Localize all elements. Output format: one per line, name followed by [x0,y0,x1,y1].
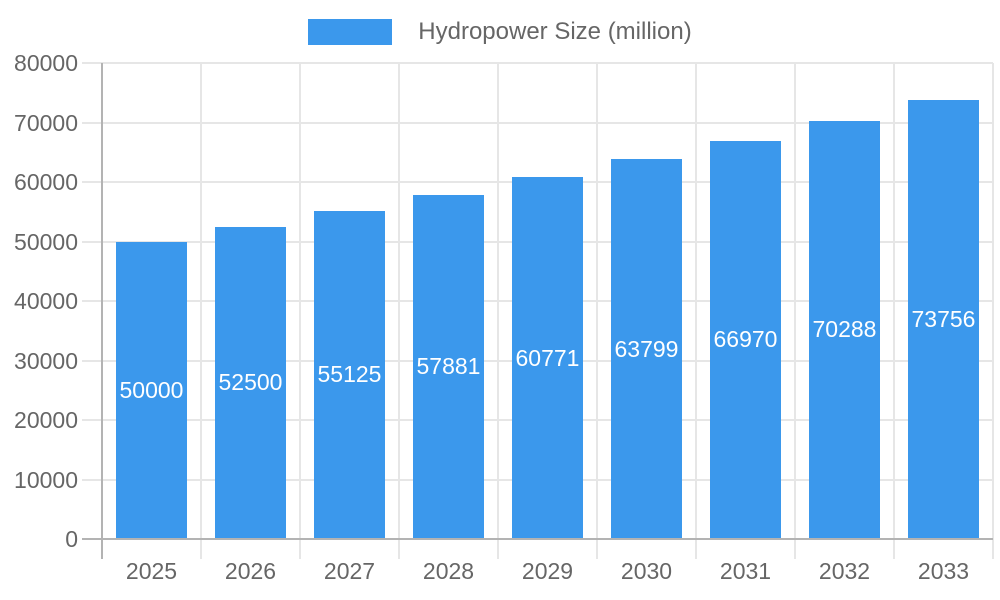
x-axis-label: 2025 [125,558,178,584]
y-axis-label: 70000 [14,109,78,136]
gridline-horizontal [102,121,993,124]
gridline-vertical [200,63,202,559]
y-axis-label: 30000 [14,347,78,374]
x-axis-label: 2032 [818,558,871,584]
x-axis-label: 2027 [323,558,376,584]
gridline-horizontal [102,62,993,64]
gridline-vertical [794,63,796,559]
bar-value-label: 60771 [515,344,580,371]
y-axis-tick [82,359,102,362]
gridline-vertical [992,63,994,559]
x-axis-label: 2026 [224,558,277,584]
y-axis-label: 10000 [14,466,78,493]
y-axis-tick [82,300,102,302]
bar-2028[interactable]: 57881 [413,194,484,539]
y-axis-label: 50000 [14,228,78,255]
x-axis-label: 2033 [917,558,970,584]
gridline-vertical [497,63,499,559]
bar-value-label: 70288 [812,316,877,343]
bar-2026[interactable]: 52500 [215,226,286,539]
bar-value-label: 73756 [911,306,976,333]
x-axis-baseline [82,538,993,540]
bar-value-label: 63799 [614,335,679,362]
chart-legend[interactable]: Hydropower Size (million) [0,16,1000,48]
y-axis-tick [82,419,102,421]
bar-value-label: 52500 [218,369,283,396]
y-axis-line [101,63,103,559]
y-axis-tick [82,181,102,183]
bar-value-label: 50000 [119,376,184,403]
x-axis-label: 2028 [422,558,475,584]
bar-2033[interactable]: 73756 [908,100,979,539]
bar-2032[interactable]: 70288 [809,120,880,539]
bar-2031[interactable]: 66970 [710,140,781,539]
legend-label: Hydropower Size (million) [418,18,692,45]
bar-2027[interactable]: 55125 [314,211,385,539]
y-axis-label: 80000 [14,50,78,76]
x-axis-label: 2029 [521,558,574,584]
bar-2029[interactable]: 60771 [512,177,583,539]
gridline-vertical [596,63,598,559]
bar-value-label: 66970 [713,326,778,353]
bar-2030[interactable]: 63799 [611,159,682,539]
y-axis-tick [82,121,102,124]
y-axis-label: 60000 [14,169,78,195]
y-axis-label: 20000 [14,407,78,433]
y-axis-label: 40000 [14,288,78,314]
x-axis-label: 2030 [620,558,673,584]
gridline-vertical [398,63,400,559]
gridline-vertical [695,63,697,559]
y-axis-tick [82,62,102,64]
y-axis-tick [82,240,102,243]
legend-swatch [308,19,393,45]
bar-value-label: 55125 [317,361,382,388]
y-axis-label: 0 [65,526,78,552]
x-axis-label: 2031 [719,558,772,584]
gridline-vertical [893,63,895,559]
bar-2025[interactable]: 50000 [116,241,187,539]
gridline-vertical [299,63,301,559]
bar-value-label: 57881 [416,353,481,380]
y-axis-tick [82,478,102,481]
